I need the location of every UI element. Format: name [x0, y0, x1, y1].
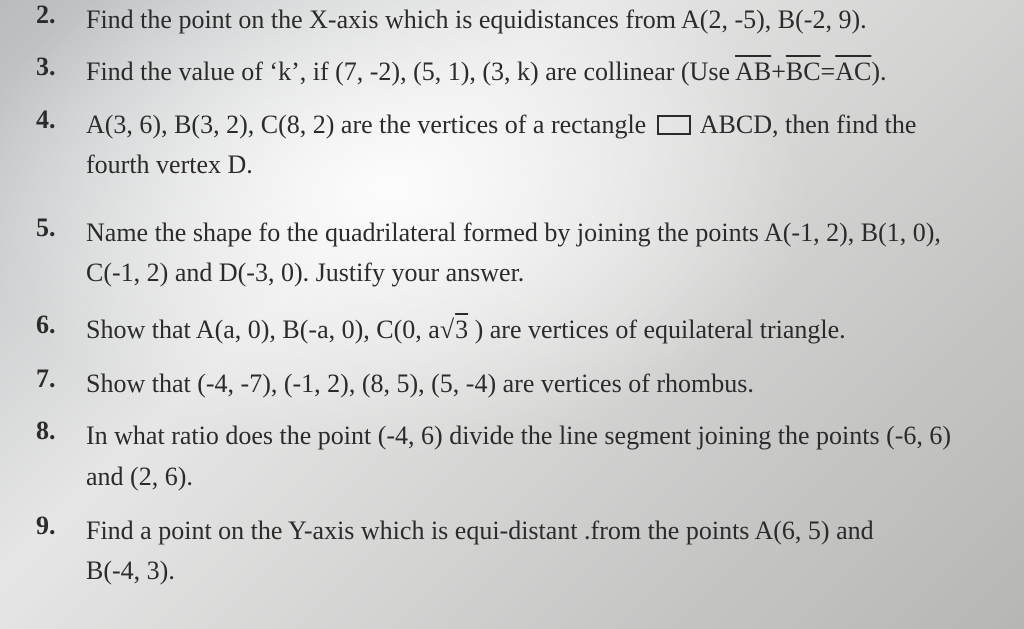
- question-number: 8.: [30, 416, 86, 446]
- sqrt-expression: √3: [440, 315, 468, 344]
- question-text: Show that (-4, -7), (-1, 2), (8, 5), (5,…: [86, 364, 978, 404]
- question-2: 2. Find the point on the X-axis which is…: [30, 0, 978, 40]
- question-text-line-1: A(3, 6), B(3, 2), C(8, 2) are the vertic…: [86, 105, 978, 145]
- question-text-line-2: C(-1, 2) and D(-3, 0). Justify your answ…: [86, 253, 978, 293]
- question-3: 3. Find the value of ‘k’, if (7, -2), (5…: [30, 40, 978, 92]
- question-number: 7.: [30, 364, 86, 394]
- radical-sign: √: [440, 315, 454, 344]
- question-8: 8. In what ratio does the point (-4, 6) …: [30, 404, 978, 497]
- question-text: Find the point on the X-axis which is eq…: [86, 0, 978, 40]
- text-after-rect: ABCD, then find the: [695, 110, 917, 139]
- question-5: 5. Name the shape fo the quadrilateral f…: [30, 185, 978, 294]
- question-text-line-2: and (2, 6).: [86, 457, 978, 497]
- equals-sign: =: [821, 57, 836, 86]
- segment-ab: AB: [735, 57, 771, 86]
- plus-sign: +: [771, 57, 786, 86]
- question-text-line-2: fourth vertex D.: [86, 145, 978, 185]
- question-number: 2.: [30, 0, 86, 30]
- text-before-rect: A(3, 6), B(3, 2), C(8, 2) are the vertic…: [86, 110, 653, 139]
- question-number: 9.: [30, 511, 86, 541]
- text-after-sqrt: ) are vertices of equilateral triangle.: [468, 315, 846, 344]
- question-body: Find a point on the Y-axis which is equi…: [86, 511, 978, 592]
- question-body: Name the shape fo the quadrilateral form…: [86, 213, 978, 294]
- question-6: 6. Show that A(a, 0), B(-a, 0), C(0, a√3…: [30, 294, 978, 350]
- question-text-line-1: In what ratio does the point (-4, 6) div…: [86, 416, 978, 456]
- question-7: 7. Show that (-4, -7), (-1, 2), (8, 5), …: [30, 350, 978, 404]
- question-9: 9. Find a point on the Y-axis which is e…: [30, 497, 978, 592]
- question-text-line-1: Find a point on the Y-axis which is equi…: [86, 511, 978, 551]
- radicand: 3: [454, 315, 468, 344]
- question-body: Show that (-4, -7), (-1, 2), (8, 5), (5,…: [86, 364, 978, 404]
- question-text-line-1: Name the shape fo the quadrilateral form…: [86, 213, 978, 253]
- text-suffix: ).: [871, 57, 886, 86]
- question-text: Find the value of ‘k’, if (7, -2), (5, 1…: [86, 52, 978, 92]
- text-before-sqrt: Show that A(a, 0), B(-a, 0), C(0, a: [86, 315, 440, 344]
- question-4: 4. A(3, 6), B(3, 2), C(8, 2) are the ver…: [30, 93, 978, 186]
- rectangle-icon: [657, 115, 691, 135]
- question-body: Find the point on the X-axis which is eq…: [86, 0, 978, 40]
- question-text: Show that A(a, 0), B(-a, 0), C(0, a√3 ) …: [86, 310, 978, 350]
- question-number: 6.: [30, 310, 86, 340]
- question-number: 3.: [30, 52, 86, 82]
- question-text-line-2: B(-4, 3).: [86, 551, 978, 591]
- question-body: Find the value of ‘k’, if (7, -2), (5, 1…: [86, 52, 978, 92]
- question-body: In what ratio does the point (-4, 6) div…: [86, 416, 978, 497]
- question-number: 5.: [30, 213, 86, 243]
- segment-bc: BC: [786, 57, 821, 86]
- question-number: 4.: [30, 105, 86, 135]
- question-body: A(3, 6), B(3, 2), C(8, 2) are the vertic…: [86, 105, 978, 186]
- question-body: Show that A(a, 0), B(-a, 0), C(0, a√3 ) …: [86, 310, 978, 350]
- segment-ac: AC: [835, 57, 871, 86]
- worksheet-page: 2. Find the point on the X-axis which is…: [0, 0, 1024, 629]
- text-prefix: Find the value of ‘k’, if (7, -2), (5, 1…: [86, 57, 735, 86]
